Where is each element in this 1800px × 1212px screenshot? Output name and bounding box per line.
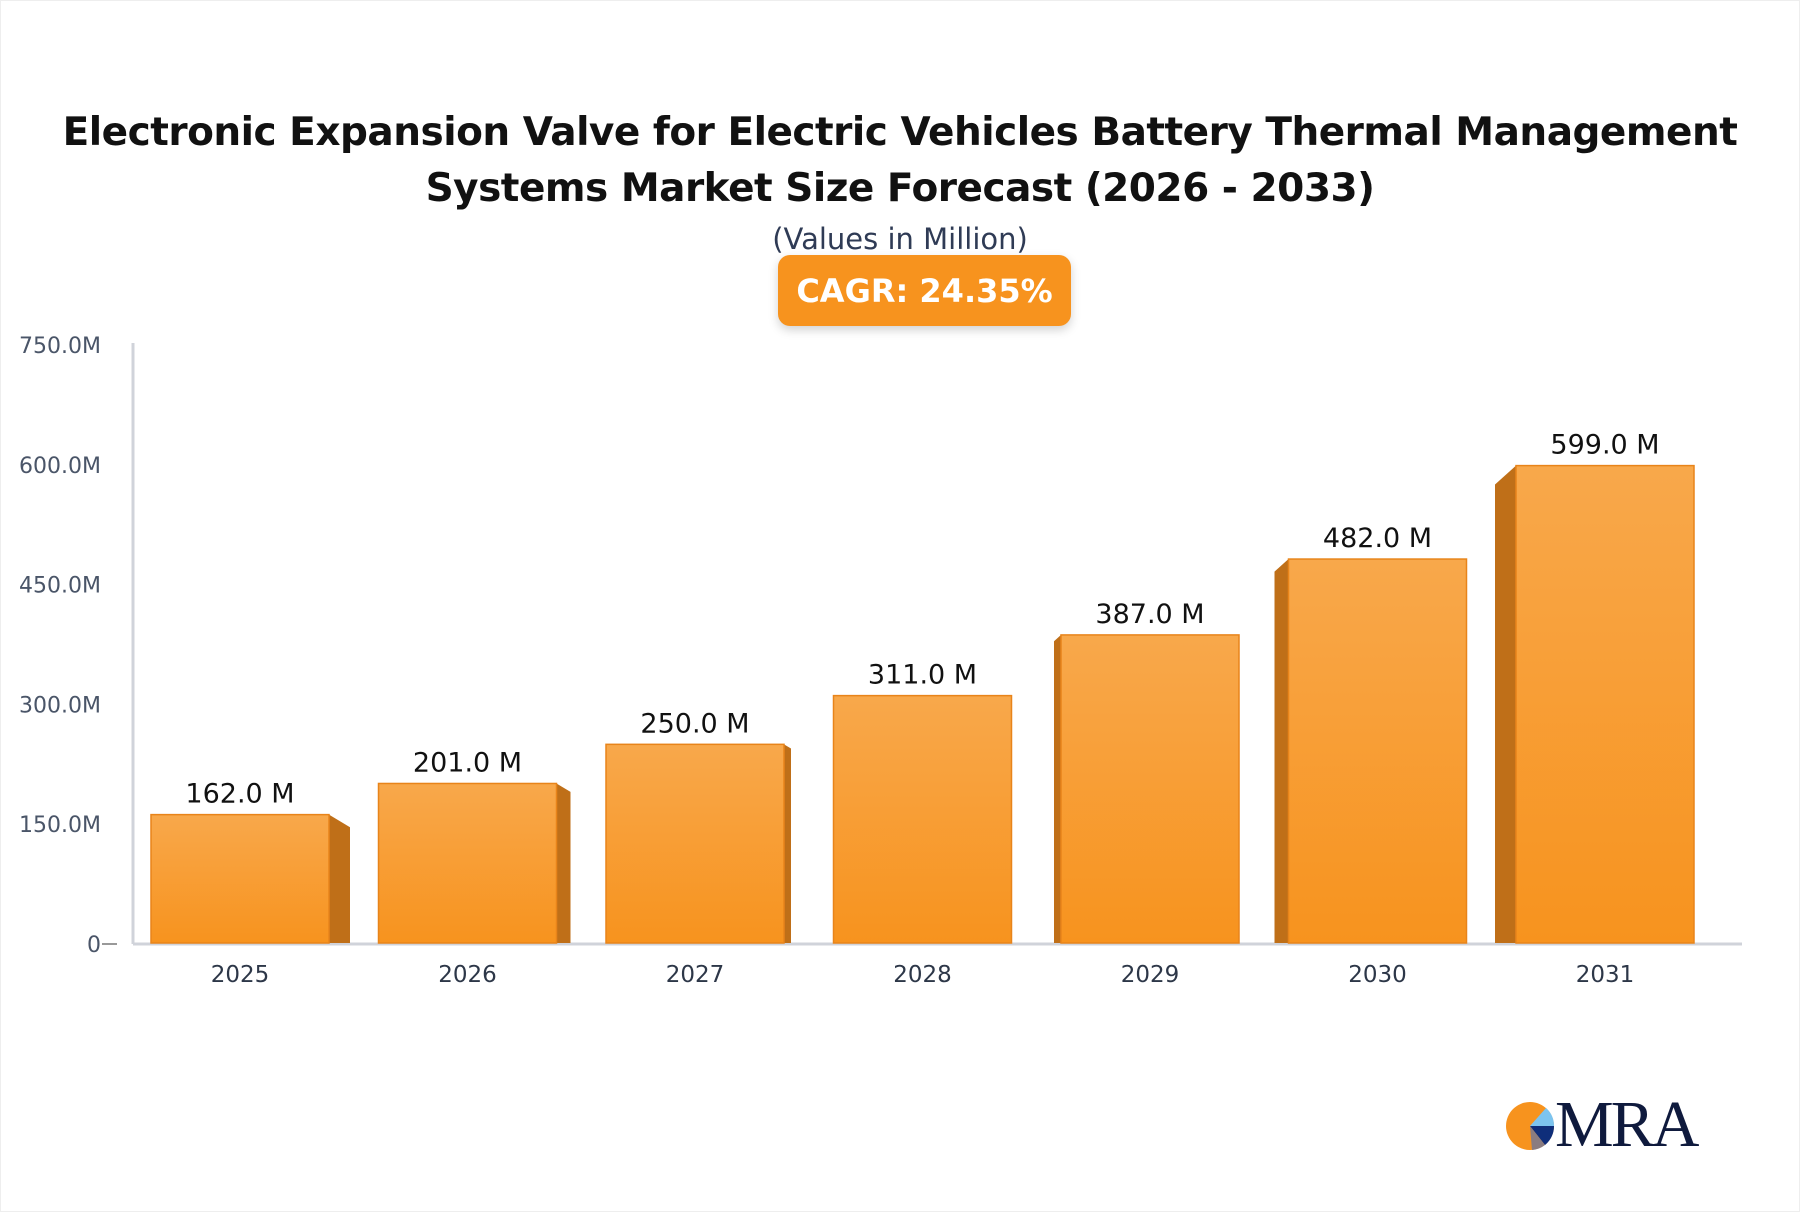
x-tick-label: 2025 [211,962,270,988]
bar-side [1495,465,1516,943]
bar-2027 [605,743,785,944]
data-label: 311.0 M [868,660,977,691]
chart-subtitle: (Values in Million) [772,222,1028,256]
data-label: 201.0 M [413,747,522,778]
pie-logo-icon [1506,1102,1555,1150]
mra-logo: MRA [1505,1088,1699,1161]
y-tick-label: 150.0M [19,813,101,838]
bar-2031 [1515,464,1695,944]
chart-title-line-1: Electronic Expansion Valve for Electric … [62,110,1738,155]
x-tick-label: 2031 [1576,962,1635,988]
data-label: 387.0 M [1095,599,1204,630]
bar-side [1274,559,1289,943]
data-label: 250.0 M [640,708,749,739]
bar-2026 [377,782,558,944]
y-tick-label: 300.0M [19,693,101,718]
y-tick-label: 0 [87,933,101,958]
bar-side [1054,634,1061,943]
x-tick-label: 2029 [1121,962,1180,988]
data-label: 482.0 M [1323,523,1432,554]
data-label: 162.0 M [185,779,294,810]
x-tick-label: 2026 [438,962,497,988]
cagr-badge: CAGR: 24.35% [778,255,1071,326]
bar-side [784,744,791,943]
bar-2028 [832,694,1013,944]
data-label: 599.0 M [1550,430,1659,461]
chart-title-line-2: Systems Market Size Forecast (2026 - 203… [425,166,1375,211]
bar-side [556,783,571,943]
bar-2030 [1287,558,1468,944]
bar-2025 [150,813,330,944]
x-tick-label: 2028 [893,962,952,988]
logo-text: MRA [1555,1088,1699,1161]
y-tick-label: 750.0M [19,334,101,359]
y-tick-label: 450.0M [19,574,101,599]
x-tick-label: 2027 [666,962,725,988]
y-tick-label: 600.0M [19,454,101,479]
bar-side [329,814,350,943]
x-tick-label: 2030 [1348,962,1407,988]
bar-2029 [1060,634,1240,944]
